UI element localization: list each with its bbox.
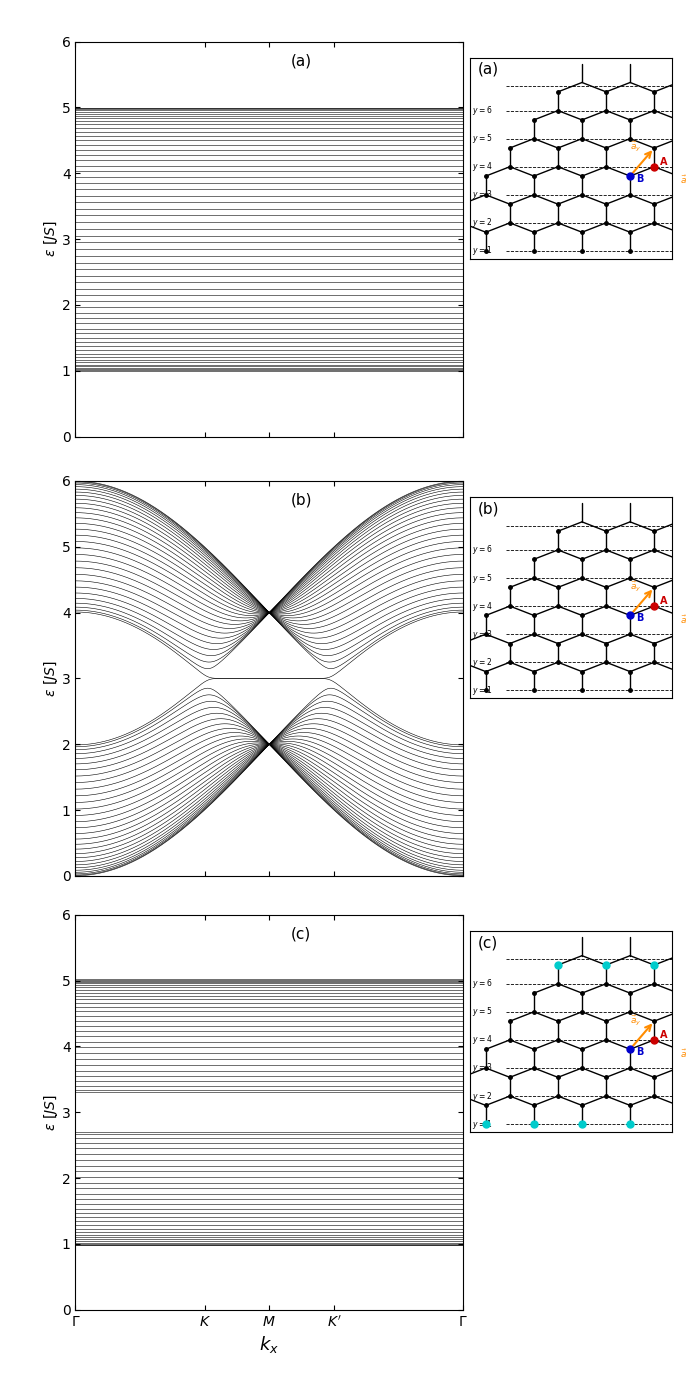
Text: $y=4$: $y=4$ (472, 600, 493, 613)
Text: $y=6$: $y=6$ (472, 543, 493, 556)
Text: B: B (636, 614, 643, 624)
Text: $y=5$: $y=5$ (472, 132, 492, 146)
Text: $y=4$: $y=4$ (472, 1034, 493, 1046)
Y-axis label: $\varepsilon\ [JS]$: $\varepsilon\ [JS]$ (43, 220, 60, 258)
Text: $y=5$: $y=5$ (472, 1005, 492, 1019)
Text: $y=1$: $y=1$ (472, 683, 492, 697)
Text: B: B (636, 175, 643, 184)
X-axis label: $k_x$: $k_x$ (259, 1333, 279, 1356)
Text: $y=2$: $y=2$ (472, 216, 492, 229)
Text: $y=3$: $y=3$ (472, 1062, 492, 1074)
Text: (b): (b) (291, 493, 312, 507)
Y-axis label: $\varepsilon\ [JS]$: $\varepsilon\ [JS]$ (43, 660, 60, 697)
Text: A: A (660, 596, 667, 606)
Text: $y=1$: $y=1$ (472, 244, 492, 258)
Text: $\vec{a}_y$: $\vec{a}_y$ (630, 140, 642, 154)
Text: A: A (660, 1030, 667, 1040)
Text: $y=1$: $y=1$ (472, 1117, 492, 1131)
Text: $y=6$: $y=6$ (472, 104, 493, 116)
Text: (a): (a) (478, 62, 499, 76)
Text: (c): (c) (291, 927, 311, 941)
Text: $\vec{a}_x$: $\vec{a}_x$ (681, 1046, 686, 1060)
Text: $y=6$: $y=6$ (472, 977, 493, 990)
Text: B: B (636, 1048, 643, 1058)
Text: A: A (660, 157, 667, 166)
Text: (b): (b) (478, 502, 499, 516)
Text: $y=5$: $y=5$ (472, 571, 492, 585)
Text: $y=4$: $y=4$ (472, 161, 493, 173)
Text: (a): (a) (291, 54, 311, 68)
Text: $\vec{a}_y$: $\vec{a}_y$ (630, 1013, 642, 1027)
Text: $\vec{a}_x$: $\vec{a}_x$ (681, 613, 686, 626)
Text: $y=2$: $y=2$ (472, 656, 492, 668)
Text: $y=2$: $y=2$ (472, 1089, 492, 1102)
Text: $\vec{a}_x$: $\vec{a}_x$ (681, 173, 686, 187)
Text: (c): (c) (478, 936, 498, 949)
Text: $y=3$: $y=3$ (472, 628, 492, 640)
Text: $y=3$: $y=3$ (472, 188, 492, 201)
Text: $\vec{a}_y$: $\vec{a}_y$ (630, 579, 642, 593)
Y-axis label: $\varepsilon\ [JS]$: $\varepsilon\ [JS]$ (43, 1094, 60, 1131)
